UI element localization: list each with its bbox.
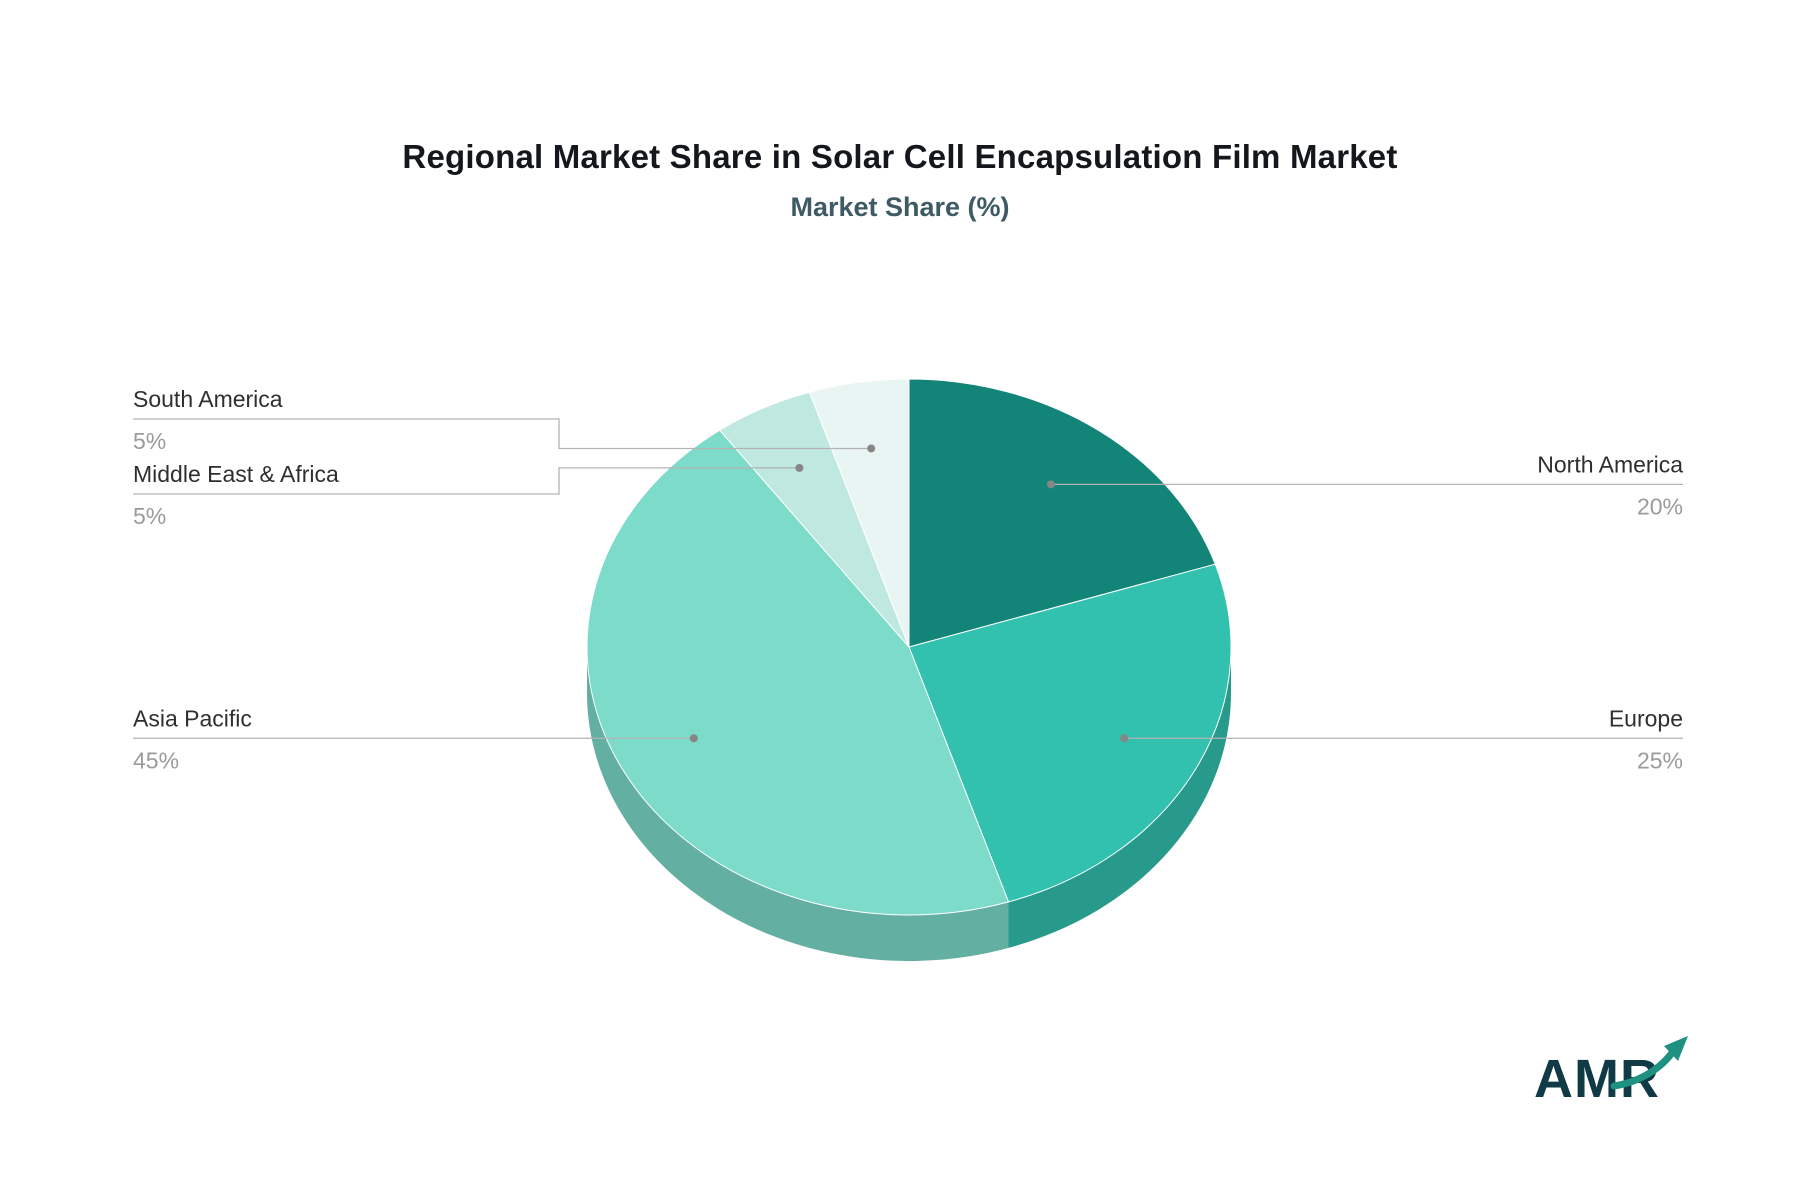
slice-label-asia-pacific: Asia Pacific — [133, 705, 252, 731]
slice-label-north-america: North America — [1537, 451, 1683, 477]
leader-line-south-america — [133, 418, 872, 450]
pie-slice-europe — [908, 563, 1232, 903]
pie-side-asia-pacific — [587, 647, 1009, 961]
leader-dot-asia-pacific — [689, 734, 698, 743]
leader-dot-south-america — [867, 444, 876, 453]
slice-label-europe: Europe — [1609, 705, 1683, 731]
slice-label-south-america: South America — [133, 386, 283, 412]
slice-value-middle-east-africa: 5% — [133, 503, 166, 529]
amr-logo: AMR — [1534, 1036, 1688, 1110]
leader-line-middle-east-africa — [133, 467, 800, 495]
pie-slice-asia-pacific — [586, 429, 1010, 916]
slice-label-middle-east-africa: Middle East & Africa — [133, 461, 339, 487]
pie-slice-north-america — [908, 378, 1216, 648]
leader-dot-north-america — [1046, 480, 1055, 489]
slice-value-south-america: 5% — [133, 428, 166, 454]
slice-value-asia-pacific: 45% — [133, 747, 179, 773]
slice-value-north-america: 20% — [1637, 493, 1683, 519]
pie-slice-south-america — [808, 378, 910, 648]
leader-dot-europe — [1120, 734, 1129, 743]
amr-logo-arrow-icon — [1610, 1036, 1688, 1090]
leader-dot-middle-east-africa — [795, 463, 804, 472]
pie-side-europe — [1008, 647, 1231, 948]
slice-value-europe: 25% — [1637, 747, 1683, 773]
